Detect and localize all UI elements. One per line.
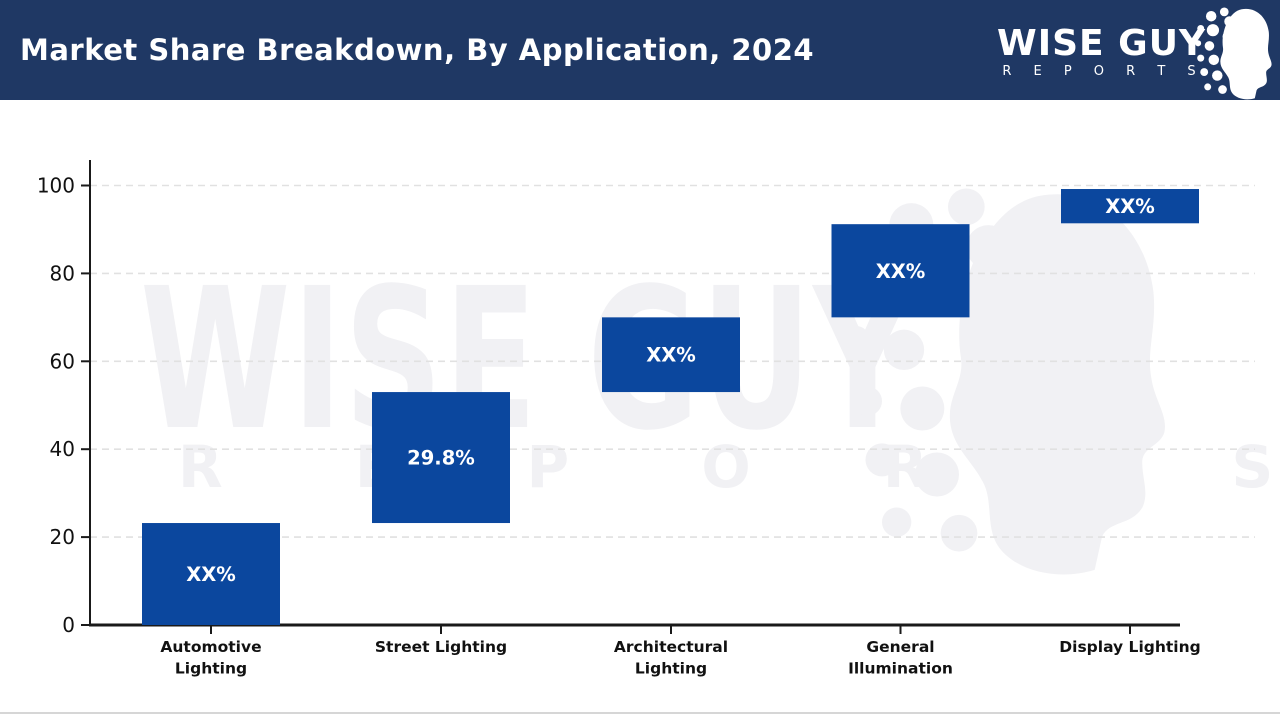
brand-subtitle: R E P O R T S (1002, 63, 1205, 79)
x-category-label: Automotive Lighting (160, 638, 261, 678)
brand-head-icon (1195, 7, 1272, 100)
x-category-label: Display Lighting (1059, 638, 1200, 656)
watermark-text: WISE GUY (140, 246, 914, 473)
x-category-label: Street Lighting (375, 638, 507, 656)
y-tick-label: 0 (62, 613, 75, 637)
x-category-label: Architectural Lighting (614, 638, 728, 678)
y-tick-label: 100 (37, 174, 75, 198)
y-tick-label: 60 (50, 349, 75, 373)
page-title: Market Share Breakdown, By Application, … (20, 33, 815, 67)
bar-segment (142, 523, 280, 625)
x-category-label: General Illumination (848, 638, 953, 678)
header-bar: Market Share Breakdown, By Application, … (0, 0, 1280, 100)
bar-value-label: XX% (646, 344, 696, 367)
bar-value-label: XX% (186, 563, 236, 586)
bar-segment (1061, 189, 1199, 224)
y-tick-label: 40 (50, 437, 75, 461)
brand-name: WISE GUY (996, 22, 1206, 64)
waterfall-chart: 0 20 40 60 80 100 XX% Automotive Lighting 29.8% St… (37, 160, 1255, 678)
footer-divider (0, 712, 1280, 714)
bar-segment (831, 224, 970, 318)
bar-value-label: XX% (876, 260, 926, 283)
bar-segment (602, 317, 740, 393)
brand-logo-text: WISE GUY R E P O R T S (996, 22, 1206, 79)
bar-value-label: 29.8% (407, 447, 475, 470)
y-tick-label: 20 (50, 525, 75, 549)
y-tick-label: 80 (50, 261, 75, 285)
bar-segment (372, 392, 510, 524)
bar-value-label: XX% (1105, 195, 1155, 218)
brand-logo: WISE GUY R E P O R T S (996, 6, 1274, 100)
